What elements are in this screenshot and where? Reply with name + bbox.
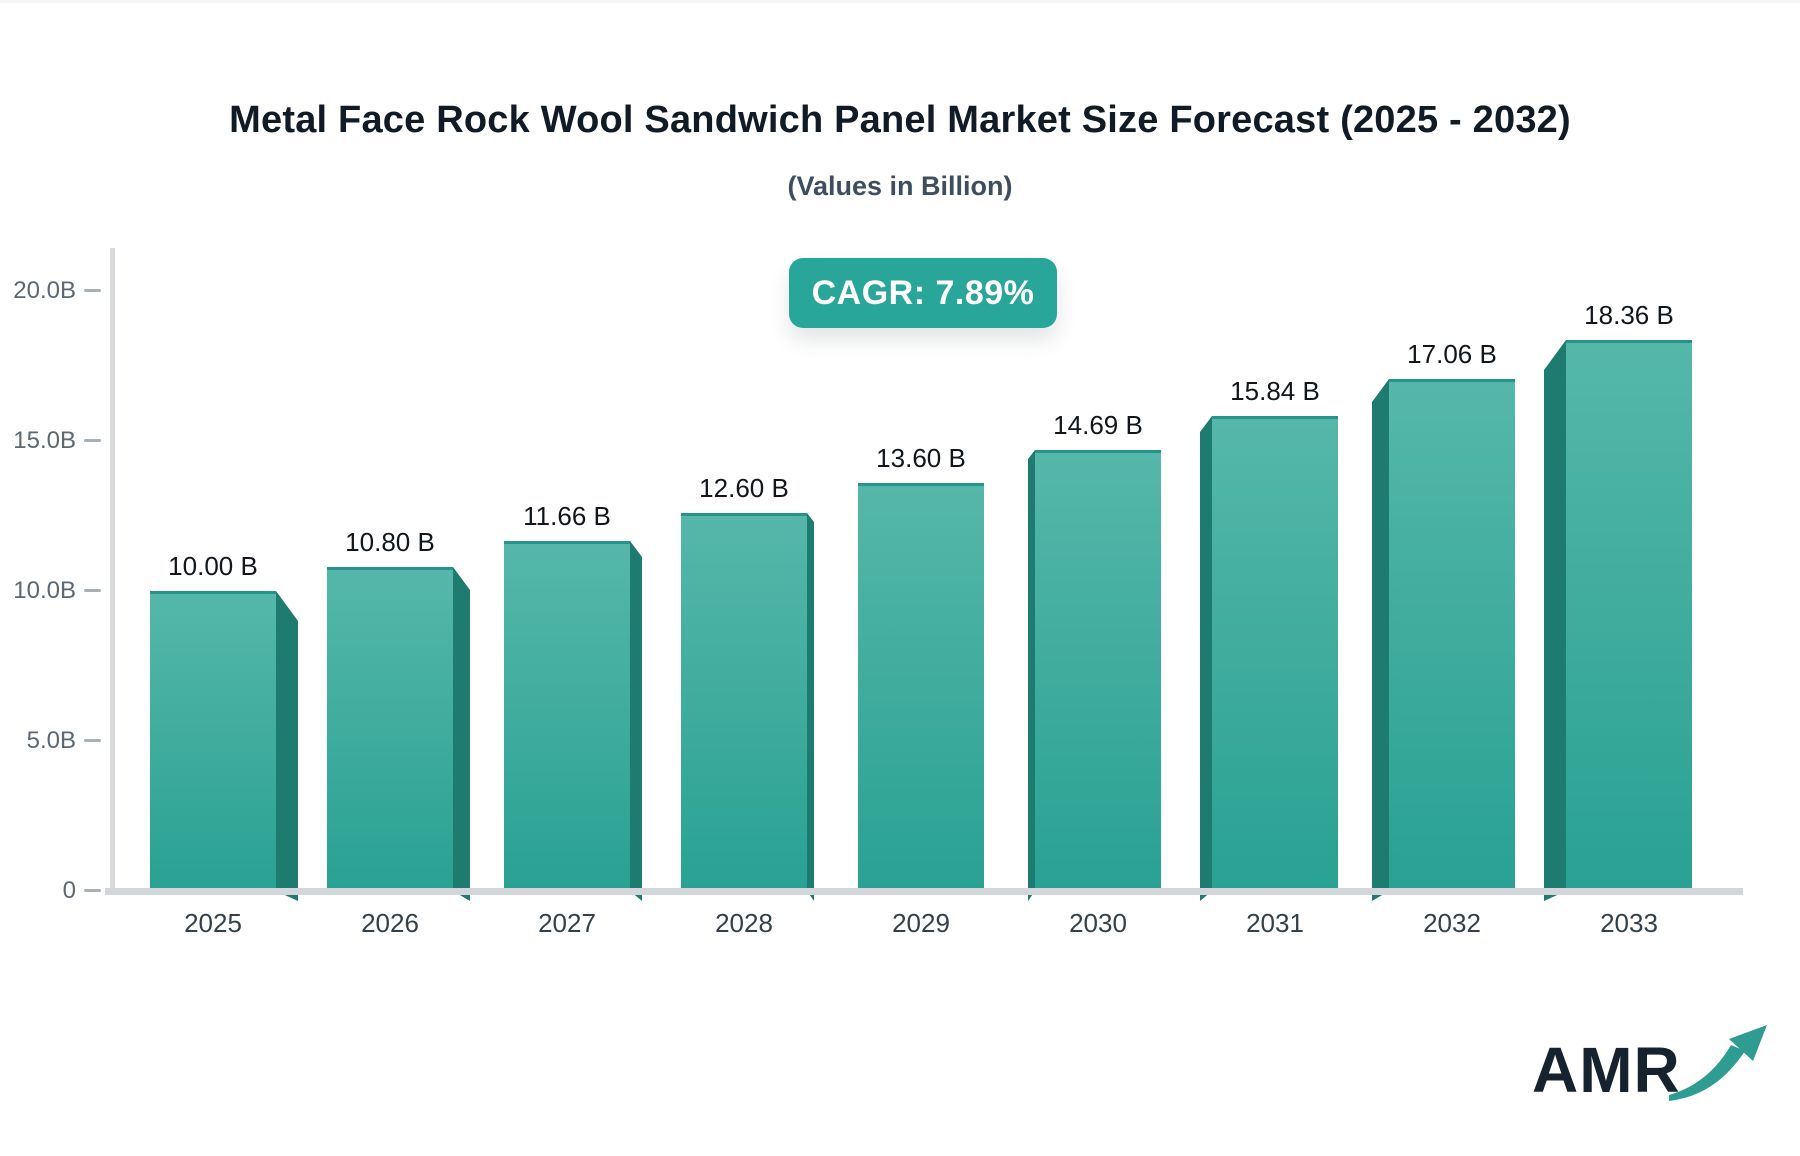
y-axis-tick-label: 15.0B <box>13 427 76 454</box>
amr-logo: AMR <box>1532 1025 1771 1109</box>
y-axis-tick-label: 20.0B <box>13 277 76 304</box>
growth-arrow-swoosh <box>1668 1045 1745 1101</box>
bar-2032 <box>1372 379 1515 901</box>
bar-front-face <box>1389 379 1515 891</box>
bar-value-label: 17.06 B <box>1407 339 1497 369</box>
y-axis-tick <box>84 739 101 742</box>
growth-arrow-icon <box>1668 1025 1767 1101</box>
bar-side-face <box>276 591 298 901</box>
x-axis-category-label: 2025 <box>184 908 242 938</box>
x-axis-category-label: 2027 <box>538 908 596 938</box>
bar-value-label: 10.80 B <box>345 527 435 557</box>
cagr-badge: CAGR: 7.89% <box>789 258 1057 328</box>
bar-side-face <box>1544 340 1566 901</box>
bar-value-label: 14.69 B <box>1053 410 1143 440</box>
x-axis-category-label: 2026 <box>361 908 419 938</box>
bar-value-label: 18.36 B <box>1584 300 1674 330</box>
bar-front-face <box>1035 450 1161 891</box>
x-axis-category-label: 2029 <box>892 908 950 938</box>
plot-area: 0 5.0B 10.0B 15.0B 20.0B 10.00 B 2025 10.80 B 20… <box>0 3 1800 1156</box>
bar-2033 <box>1544 340 1692 901</box>
bar-side-face <box>630 541 642 901</box>
amr-logo-text: AMR <box>1532 1034 1681 1106</box>
y-axis-tick-label: 5.0B <box>26 727 76 754</box>
bar-2027 <box>504 541 642 901</box>
y-axis-tick-label: 0 <box>62 877 76 904</box>
bar-side-face <box>1372 379 1389 901</box>
cagr-badge-label: CAGR: 7.89% <box>811 273 1035 312</box>
bar-2030 <box>1028 450 1161 901</box>
y-axis-tick-label: 10.0B <box>13 577 76 604</box>
bar-2026 <box>327 567 470 901</box>
bar-2028 <box>681 513 814 901</box>
y-axis-tick <box>84 889 101 892</box>
bar-front-face <box>681 513 807 891</box>
bar-front-face <box>1566 340 1692 891</box>
y-axis-tick <box>84 589 101 592</box>
bar-value-label: 10.00 B <box>168 551 258 581</box>
bar-front-face <box>858 483 984 891</box>
bar-side-face <box>453 567 470 901</box>
bar-front-face <box>1212 416 1338 891</box>
bar-2031 <box>1200 416 1338 901</box>
x-axis-category-label: 2032 <box>1423 908 1481 938</box>
bar-side-face <box>1028 450 1035 901</box>
bar-value-label: 11.66 B <box>523 501 611 531</box>
growth-arrow-head <box>1728 1025 1767 1061</box>
y-axis-tick <box>84 439 101 442</box>
x-axis-baseline <box>105 888 1743 895</box>
bar-front-face <box>150 591 276 891</box>
x-axis-category-label: 2030 <box>1069 908 1127 938</box>
y-axis-line <box>110 248 115 891</box>
bar-value-label: 12.60 B <box>699 473 789 503</box>
y-axis-tick <box>84 289 101 292</box>
chart-title: Metal Face Rock Wool Sandwich Panel Mark… <box>229 99 1571 141</box>
x-axis-category-label: 2033 <box>1600 908 1658 938</box>
bar-side-face <box>1200 416 1212 901</box>
bar-2029 <box>858 483 984 891</box>
bar-value-label: 15.84 B <box>1230 376 1320 406</box>
bar-2025 <box>150 591 298 901</box>
x-axis-category-label: 2031 <box>1246 908 1304 938</box>
bar-value-label: 13.60 B <box>876 443 966 473</box>
bar-front-face <box>504 541 630 891</box>
chart-subtitle: (Values in Billion) <box>787 171 1013 201</box>
bar-front-face <box>327 567 453 891</box>
x-axis-category-label: 2028 <box>715 908 773 938</box>
bar-side-face <box>807 513 814 901</box>
